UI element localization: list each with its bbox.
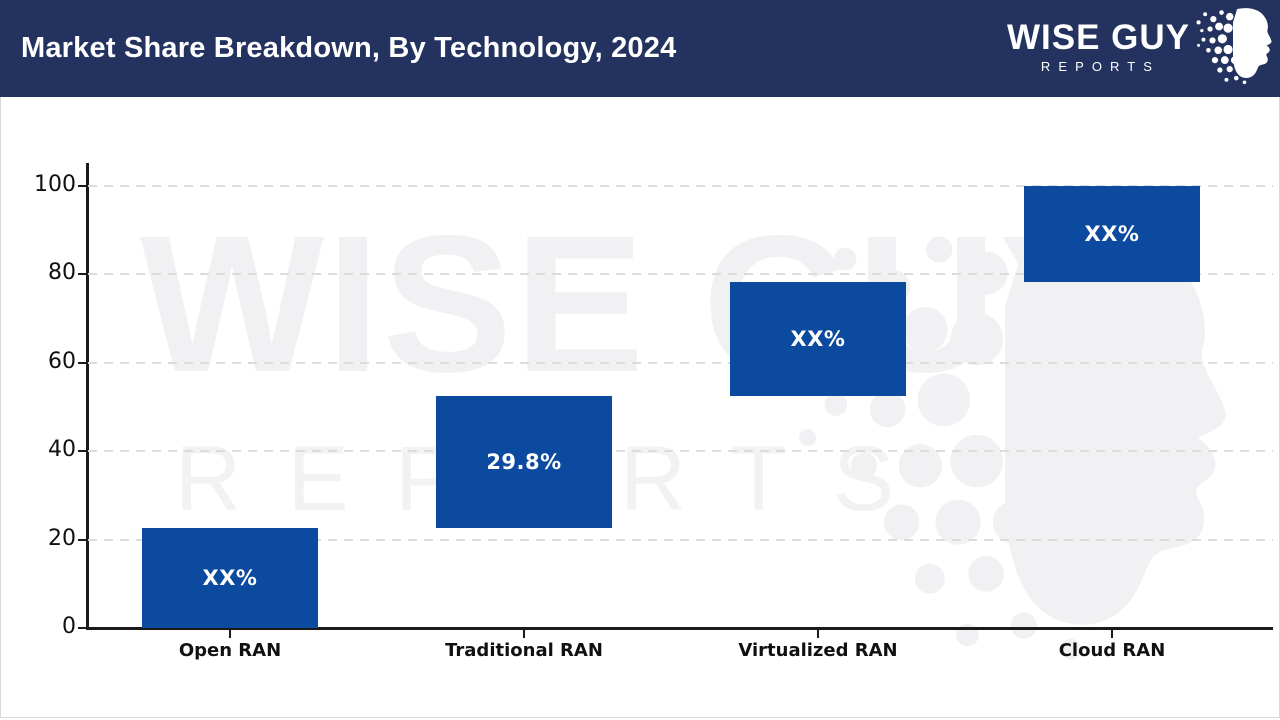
logo-subtext: REPORTS: [1040, 58, 1160, 74]
x-tick-label-open-ran: Open RAN: [178, 640, 282, 661]
x-tick-label-virtualized-ran: Virtualized RAN: [738, 640, 898, 661]
x-axis-line: [86, 627, 1273, 630]
y-tick-label: 0: [62, 614, 76, 639]
wiseguy-logo: WISE GUY REPORTS: [1007, 4, 1274, 90]
bar-traditional-ran: 29.8%: [436, 395, 612, 528]
y-tick: [78, 185, 87, 187]
bar-open-ran: XX%: [142, 527, 318, 628]
gridline-40: [88, 450, 1273, 453]
gridline-60: [88, 361, 1273, 364]
gridline-20: [88, 538, 1273, 541]
logo-wordmark: WISE GUY: [1006, 18, 1190, 58]
y-tick: [78, 538, 87, 541]
y-axis-line: [86, 163, 89, 629]
bar-cloud-ran: XX%: [1024, 186, 1200, 283]
y-tick: [78, 273, 87, 276]
wiseguy-head-icon: [1192, 4, 1274, 90]
bar-label: XX%: [1084, 222, 1140, 247]
x-tick: [1111, 629, 1113, 638]
bar-label: XX%: [202, 565, 258, 590]
y-tick: [78, 450, 87, 453]
y-tick-label: 100: [34, 172, 76, 197]
y-tick-label: 80: [48, 260, 76, 286]
gridline-100: [88, 185, 1273, 187]
gridline-80: [88, 273, 1273, 276]
x-tick-label-traditional-ran: Traditional RAN: [445, 640, 603, 661]
x-tick: [523, 629, 525, 638]
chart-title: Market Share Breakdown, By Technology, 2…: [21, 32, 677, 64]
logo-text: WISE GUY REPORTS: [1006, 18, 1190, 74]
header-bar: Market Share Breakdown, By Technology, 2…: [0, 0, 1280, 97]
x-tick: [229, 629, 231, 638]
y-tick: [78, 627, 87, 629]
x-tick: [817, 629, 819, 638]
y-tick-label: 40: [48, 437, 76, 463]
bar-label: 29.8%: [486, 449, 562, 474]
bar-virtualized-ran: XX%: [730, 282, 906, 396]
x-tick-label-cloud-ran: Cloud RAN: [1058, 640, 1166, 661]
bar-label: XX%: [790, 327, 846, 352]
y-tick-label: 60: [48, 348, 76, 374]
y-tick: [78, 361, 87, 364]
y-tick-label: 20: [48, 525, 76, 551]
